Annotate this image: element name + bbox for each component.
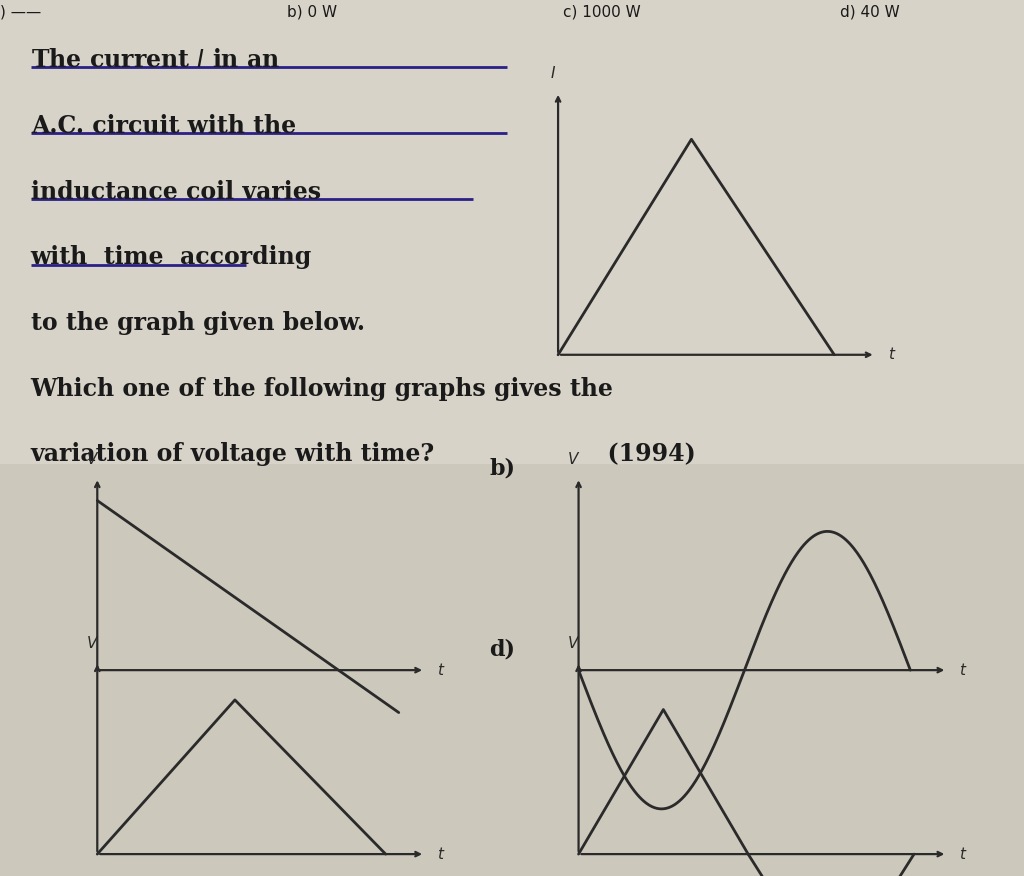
Text: b): b) (489, 457, 515, 480)
Text: t: t (959, 846, 966, 862)
Text: variation of voltage with time?                     (1994): variation of voltage with time? (1994) (31, 442, 696, 466)
Text: The current $\mathit{I}$ in an: The current $\mathit{I}$ in an (31, 48, 280, 72)
Text: Which one of the following graphs gives the: Which one of the following graphs gives … (31, 377, 613, 400)
Text: I: I (551, 67, 555, 81)
Text: t: t (437, 662, 443, 678)
Text: inductance coil varies: inductance coil varies (31, 180, 321, 203)
Bar (0, 0, 1024, 464)
Text: t: t (959, 662, 966, 678)
Text: V: V (87, 452, 97, 467)
Text: b) 0 W: b) 0 W (287, 4, 337, 19)
Text: with  time  according: with time according (31, 245, 312, 269)
Text: c) 1000 W: c) 1000 W (563, 4, 641, 19)
Text: V: V (87, 636, 97, 651)
Text: ) ——: ) —— (0, 4, 41, 19)
Text: d) 40 W: d) 40 W (840, 4, 899, 19)
Text: V: V (568, 636, 579, 651)
Text: A.C. circuit with the: A.C. circuit with the (31, 114, 296, 138)
Text: t: t (888, 347, 894, 363)
Text: t: t (437, 846, 443, 862)
Text: to the graph given below.: to the graph given below. (31, 311, 365, 335)
Text: d): d) (489, 639, 515, 661)
Text: V: V (568, 452, 579, 467)
